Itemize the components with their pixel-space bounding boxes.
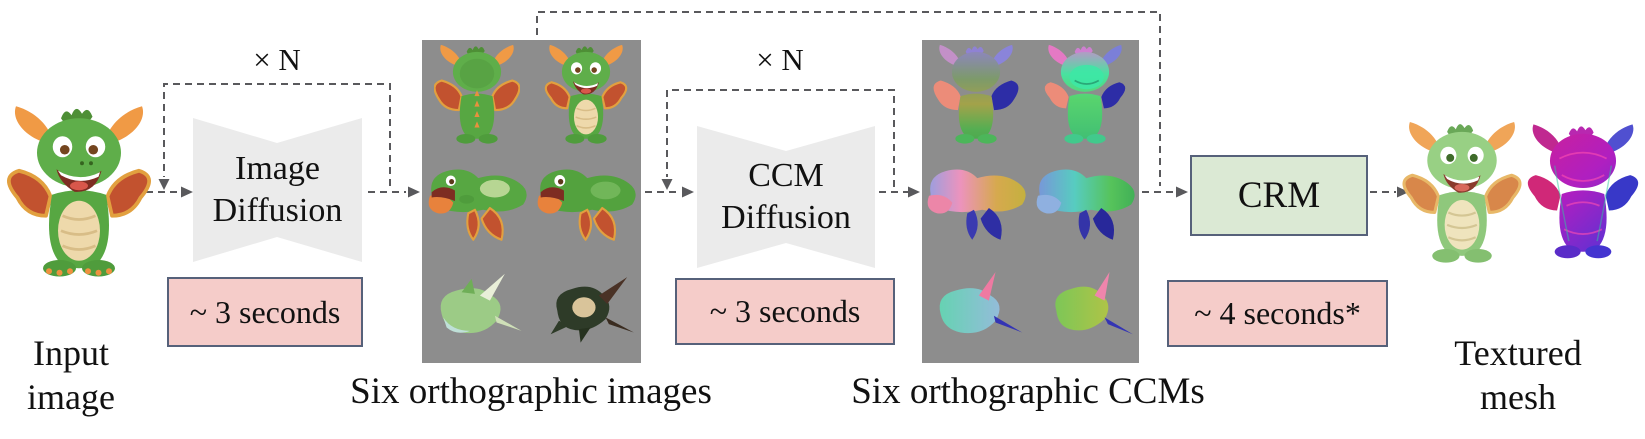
- input-image-label: Input image: [1, 331, 141, 419]
- ccm-view-front: [1044, 44, 1125, 144]
- image-diffusion-repeat-label: × N: [253, 42, 301, 77]
- orthographic-images-panel: [422, 40, 641, 363]
- textured-mesh-image: [1400, 112, 1524, 272]
- orthographic-ccms-caption: Six orthographic CCMs: [851, 371, 1205, 412]
- image-diffusion-label: Image Diffusion: [212, 150, 343, 229]
- image-diffusion-block: Image Diffusion: [193, 118, 362, 262]
- ccm-view-bottom: [1055, 272, 1133, 335]
- diffusion-bowtie-shape: [697, 126, 875, 268]
- textured-mesh-label-line1: Textured: [1454, 333, 1582, 373]
- output-dragon-illustration: [1402, 121, 1522, 263]
- ccm-view-top: [939, 272, 1023, 334]
- ccm-view-back: [933, 44, 1019, 144]
- input-image-label-line2: image: [27, 377, 115, 417]
- ccm-diffusion-block: CCM Diffusion: [697, 126, 875, 268]
- orthographic-view-front: [544, 44, 628, 144]
- orthographic-view-side-left: [428, 169, 527, 242]
- ccm-view-side-left: [927, 169, 1026, 241]
- crm-block-label: CRM: [1237, 175, 1321, 216]
- input-image: [4, 104, 154, 278]
- textured-mesh-label: Textured mesh: [1418, 331, 1618, 419]
- orthographic-view-top: [440, 273, 522, 334]
- mesh-geometry-image: [1524, 111, 1642, 271]
- ccm-diffusion-time-badge: ~ 3 seconds: [675, 278, 895, 345]
- textured-mesh-label-line2: mesh: [1480, 377, 1556, 417]
- orthographic-ccms-panel: [922, 40, 1139, 363]
- image-diffusion-time-badge: ~ 3 seconds: [167, 277, 363, 347]
- orthographic-view-side-right: [537, 169, 636, 242]
- ccm-diffusion-label: CCM Diffusion: [721, 157, 851, 236]
- input-image-label-line1: Input: [33, 333, 109, 373]
- input-dragon-illustration: [7, 106, 151, 277]
- orthographic-view-bottom: [550, 277, 635, 343]
- output-mesh-illustration: [1527, 124, 1639, 259]
- diffusion-bowtie-shape: [193, 118, 362, 262]
- orthographic-images-caption: Six orthographic images: [350, 371, 712, 412]
- crm-time-badge: ~ 4 seconds*: [1167, 280, 1388, 347]
- crm-block: CRM: [1190, 155, 1368, 236]
- ccm-view-side-right: [1036, 169, 1135, 241]
- orthographic-view-back: [433, 44, 520, 144]
- ccm-diffusion-repeat-label: × N: [756, 42, 804, 77]
